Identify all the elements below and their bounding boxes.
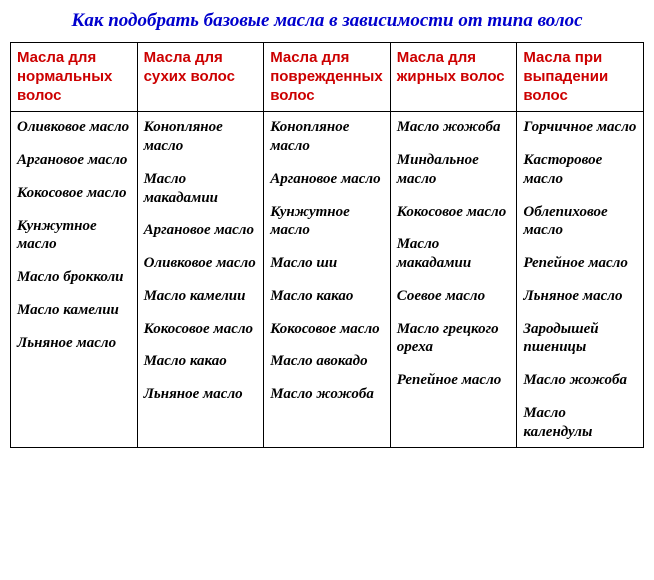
oil-item: Зародышей пшеницы — [523, 320, 637, 358]
oil-item: Кокосовое масло — [270, 320, 384, 339]
col-header-1: Масла для сухих волос — [137, 43, 264, 112]
oil-item: Кунжутное масло — [270, 203, 384, 241]
oil-item: Миндальное масло — [397, 151, 511, 189]
col-cell-1: Конопляное масло Масло макадамии Аргановое… — [137, 112, 264, 448]
oil-item: Кунжутное масло — [17, 217, 131, 255]
oil-item: Кокосовое масло — [144, 320, 258, 339]
oil-item: Льняное масло — [144, 385, 258, 404]
oil-item: Масло жожоба — [523, 371, 637, 390]
oil-item: Масло макадамии — [397, 235, 511, 273]
oil-item: Оливковое масло — [144, 254, 258, 273]
page-title: Как подобрать базовые масла в зависимост… — [10, 10, 644, 32]
oil-item: Кокосовое масло — [397, 203, 511, 222]
oil-item: Конопляное масло — [270, 118, 384, 156]
oil-item: Льняное масло — [17, 334, 131, 353]
oil-item: Масло авокадо — [270, 352, 384, 371]
oil-item: Масло макадамии — [144, 170, 258, 208]
col-header-2: Масла для поврежденных волос — [264, 43, 391, 112]
col-cell-2: Конопляное масло Аргановое масло Кунжутное… — [264, 112, 391, 448]
oil-item: Репейное масло — [523, 254, 637, 273]
oil-item: Масло камелии — [17, 301, 131, 320]
oil-item: Масло календулы — [523, 404, 637, 442]
oil-item: Конопляное масло — [144, 118, 258, 156]
oil-item: Репейное масло — [397, 371, 511, 390]
oil-item: Масло брокколи — [17, 268, 131, 287]
oil-item: Аргановое масло — [144, 221, 258, 240]
oil-item: Масло камелии — [144, 287, 258, 306]
oil-item: Льняное масло — [523, 287, 637, 306]
oil-item: Масло жожоба — [270, 385, 384, 404]
col-cell-0: Оливковое масло Аргановое масло Кокосовое … — [11, 112, 138, 448]
oil-item: Горчичное масло — [523, 118, 637, 137]
oil-item: Облепиховое масло — [523, 203, 637, 241]
oil-item: Масло какао — [270, 287, 384, 306]
oil-item: Кокосовое масло — [17, 184, 131, 203]
col-header-4: Масла при выпадении волос — [517, 43, 644, 112]
col-cell-3: Масло жожоба Миндальное масло Кокосовое ма… — [390, 112, 517, 448]
oil-item: Масло ши — [270, 254, 384, 273]
col-cell-4: Горчичное масло Касторовое масло Облепихов… — [517, 112, 644, 448]
oil-item: Аргановое масло — [17, 151, 131, 170]
oil-item: Масло какао — [144, 352, 258, 371]
oil-item: Касторовое масло — [523, 151, 637, 189]
oil-item: Соевое масло — [397, 287, 511, 306]
col-header-0: Масла для нормальных волос — [11, 43, 138, 112]
table-body-row: Оливковое масло Аргановое масло Кокосовое … — [11, 112, 644, 448]
oils-table: Масла для нормальных волос Масла для сух… — [10, 42, 644, 448]
oil-item: Масло жожоба — [397, 118, 511, 137]
oil-item: Аргановое масло — [270, 170, 384, 189]
table-header-row: Масла для нормальных волос Масла для сух… — [11, 43, 644, 112]
col-header-3: Масла для жирных волос — [390, 43, 517, 112]
oil-item: Масло грецкого ореха — [397, 320, 511, 358]
oil-item: Оливковое масло — [17, 118, 131, 137]
